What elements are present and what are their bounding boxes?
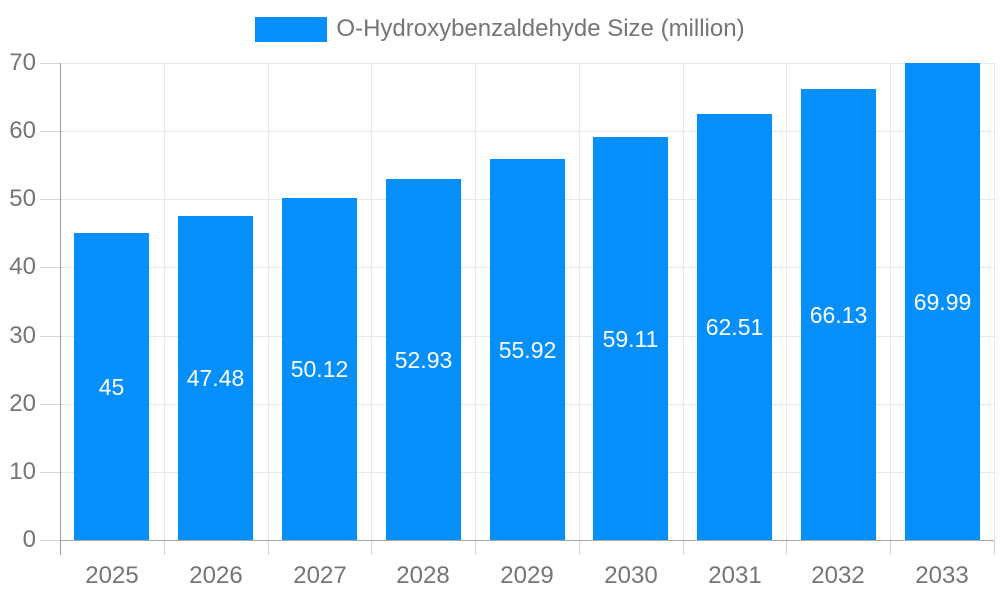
x-axis-category-label: 2031 <box>708 562 762 589</box>
x-axis-tick <box>579 540 580 555</box>
bar[interactable]: 45 <box>74 233 149 540</box>
bar-value-label: 69.99 <box>913 289 972 315</box>
y-axis-tick <box>40 63 60 64</box>
x-axis-category-label: 2026 <box>189 562 243 589</box>
gridline-vertical <box>371 63 372 540</box>
y-axis-tick <box>40 404 60 405</box>
x-axis-tick <box>683 540 684 555</box>
x-axis-category-label: 2030 <box>604 562 658 589</box>
x-axis-category-label: 2025 <box>85 562 139 589</box>
x-axis-category-label: 2027 <box>293 562 347 589</box>
bar[interactable]: 55.92 <box>490 159 565 540</box>
legend-swatch <box>255 16 328 42</box>
x-axis-tick <box>371 540 372 555</box>
y-axis-tick <box>40 472 60 473</box>
gridline-vertical <box>786 63 787 540</box>
bar-value-label: 59.11 <box>602 326 659 352</box>
bar-value-label: 62.51 <box>705 314 764 340</box>
gridline-vertical <box>164 63 165 540</box>
gridline-vertical <box>579 63 580 540</box>
bar-value-label: 66.13 <box>809 302 868 328</box>
y-axis-tick-label: 50 <box>9 185 36 212</box>
y-axis-line <box>60 63 61 555</box>
y-axis-tick <box>40 336 60 337</box>
x-axis-category-label: 2029 <box>500 562 554 589</box>
gridline-vertical <box>475 63 476 540</box>
bar-value-label: 45 <box>98 374 125 400</box>
x-axis-tick <box>475 540 476 555</box>
y-axis-tick-label: 30 <box>9 322 36 349</box>
x-axis-line <box>60 540 994 541</box>
y-axis-tick-label: 0 <box>22 526 36 553</box>
x-axis-category-label: 2028 <box>396 562 450 589</box>
y-axis-tick-label: 20 <box>9 390 36 417</box>
bar-value-label: 55.92 <box>498 337 557 363</box>
gridline-vertical <box>994 63 995 540</box>
bar-value-label: 47.48 <box>186 365 245 391</box>
bar[interactable]: 59.11 <box>593 137 668 540</box>
plot-area: 0 10 20 30 40 50 60 70 45 47.48 50.12 52.93 55.92 59.… <box>9 50 995 589</box>
y-axis-tick <box>40 267 60 268</box>
bar-value-label: 50.12 <box>290 356 349 382</box>
gridline-horizontal <box>60 131 994 132</box>
bar[interactable]: 52.93 <box>386 179 461 540</box>
y-axis-tick-label: 70 <box>9 49 36 76</box>
y-axis-tick <box>40 199 60 200</box>
bar[interactable]: 69.99 <box>905 63 980 540</box>
x-axis-category-label: 2032 <box>811 562 865 589</box>
bar[interactable]: 47.48 <box>178 216 253 540</box>
y-axis-tick <box>40 131 60 132</box>
gridline-vertical <box>683 63 684 540</box>
bar-value-label: 52.93 <box>394 347 453 373</box>
x-axis-tick <box>994 540 995 555</box>
gridline-horizontal <box>60 63 994 64</box>
x-axis-category-label: 2033 <box>915 562 969 589</box>
y-axis-tick-label: 60 <box>9 117 36 144</box>
bar[interactable]: 62.51 <box>697 114 772 540</box>
x-axis-tick <box>786 540 787 555</box>
x-axis-tick <box>890 540 891 555</box>
x-axis-tick <box>164 540 165 555</box>
y-axis-tick-label: 10 <box>9 458 36 485</box>
gridline-vertical <box>890 63 891 540</box>
legend[interactable]: O-Hydroxybenzaldehyde Size (million) <box>0 15 1000 43</box>
bar[interactable]: 66.13 <box>801 89 876 540</box>
y-axis-tick-label: 40 <box>9 253 36 280</box>
gridline-vertical <box>268 63 269 540</box>
x-axis-tick <box>268 540 269 555</box>
bar[interactable]: 50.12 <box>282 198 357 540</box>
legend-label: O-Hydroxybenzaldehyde Size (million) <box>336 15 745 42</box>
y-axis-tick <box>40 540 60 541</box>
